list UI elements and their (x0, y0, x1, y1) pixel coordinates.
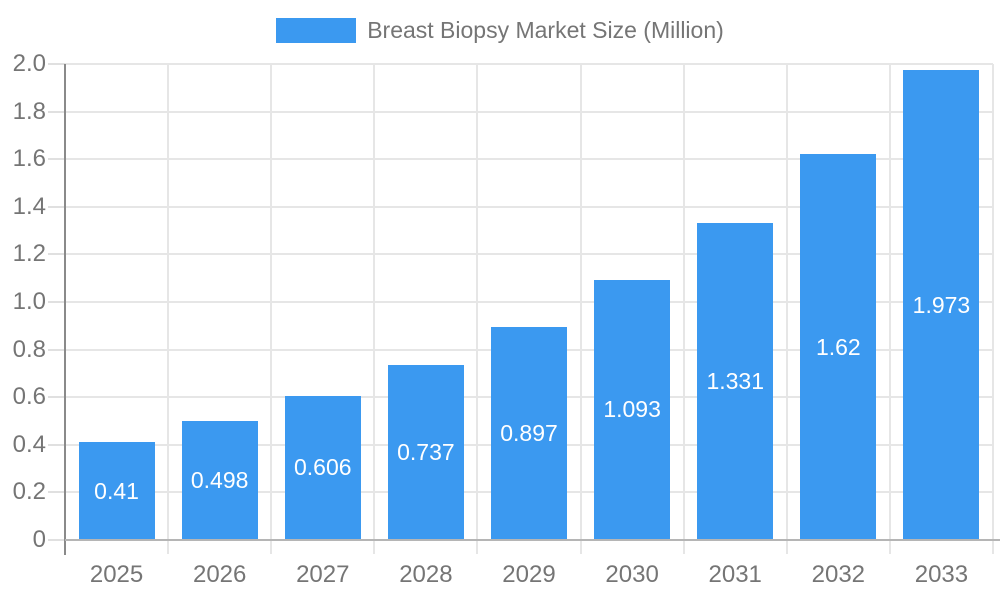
y-gridline (65, 158, 993, 161)
bar-value-label: 0.41 (94, 477, 139, 504)
y-gridline (65, 63, 993, 65)
bar-2028[interactable]: 0.737 (387, 364, 464, 540)
x-tick-label-2031: 2031 (708, 561, 762, 588)
bar-value-label: 1.331 (706, 368, 764, 395)
y-tick-mark (48, 348, 65, 351)
bar-value-label: 1.093 (603, 396, 661, 423)
y-tick-label: 1.4 (12, 192, 46, 220)
x-gridline (476, 64, 479, 554)
y-tick-mark (48, 396, 65, 399)
bar-value-label: 0.606 (293, 454, 352, 481)
x-gridline (167, 64, 170, 554)
x-tick-label-2026: 2026 (192, 561, 247, 588)
x-gridline (373, 64, 376, 554)
bar-value-label: 0.897 (500, 419, 558, 446)
legend-label: Breast Biopsy Market Size (Million) (367, 16, 724, 43)
y-tick-label: 0.2 (12, 478, 46, 506)
y-tick-label: 1.2 (12, 240, 46, 268)
bar-value-label: 0.498 (190, 467, 249, 494)
bar-2031[interactable]: 1.331 (697, 223, 774, 540)
y-tick-label: 1.6 (12, 145, 46, 173)
x-tick-label-2029: 2029 (502, 561, 556, 588)
y-tick-mark (48, 205, 65, 208)
bar-value-label: 0.737 (397, 438, 455, 465)
x-tick-label-2030: 2030 (605, 561, 659, 588)
x-gridline (270, 64, 273, 554)
y-tick-mark (48, 443, 65, 446)
y-tick-mark (48, 110, 65, 113)
y-tick-label: 0.4 (12, 430, 46, 458)
y-tick-mark (48, 539, 65, 541)
y-tick-mark (48, 253, 65, 256)
bar-2033[interactable]: 1.973 (903, 70, 980, 540)
y-axis-line (64, 64, 66, 555)
legend-swatch (276, 17, 357, 43)
x-tick-label-2032: 2032 (811, 561, 866, 588)
bar-value-label: 1.62 (815, 333, 861, 360)
x-gridline (992, 64, 994, 554)
y-tick-mark (48, 63, 65, 65)
bar-value-label: 1.973 (912, 291, 971, 318)
y-tick-mark (48, 158, 65, 161)
y-tick-mark (48, 301, 65, 303)
x-tick-label-2028: 2028 (399, 561, 453, 588)
bar-2027[interactable]: 0.606 (284, 395, 361, 540)
x-tick-label-2027: 2027 (296, 561, 350, 588)
y-tick-label: 0.6 (12, 383, 46, 411)
x-axis-baseline (65, 539, 1000, 541)
x-gridline (888, 64, 891, 554)
y-tick-label: 0 (32, 526, 46, 553)
bar-2029[interactable]: 0.897 (491, 326, 567, 540)
y-tick-label: 1.0 (12, 288, 46, 315)
y-tick-label: 0.8 (12, 335, 46, 363)
bar-2032[interactable]: 1.62 (800, 154, 877, 540)
bar-2026[interactable]: 0.498 (181, 421, 258, 540)
x-gridline (682, 64, 685, 554)
x-tick-label-2025: 2025 (89, 561, 144, 588)
y-tick-label: 2.0 (12, 50, 46, 77)
bar-2025[interactable]: 0.41 (78, 442, 155, 540)
y-gridline (65, 110, 993, 113)
x-gridline (579, 64, 582, 554)
y-tick-mark (48, 491, 65, 494)
y-gridline (65, 205, 993, 208)
x-gridline (785, 64, 788, 554)
x-tick-label-2033: 2033 (914, 561, 969, 588)
y-gridline (65, 301, 993, 303)
y-tick-label: 1.8 (12, 97, 46, 125)
y-gridline (65, 253, 993, 256)
legend[interactable]: Breast Biopsy Market Size (Million) (0, 14, 1000, 46)
bar-2030[interactable]: 1.093 (594, 279, 671, 540)
